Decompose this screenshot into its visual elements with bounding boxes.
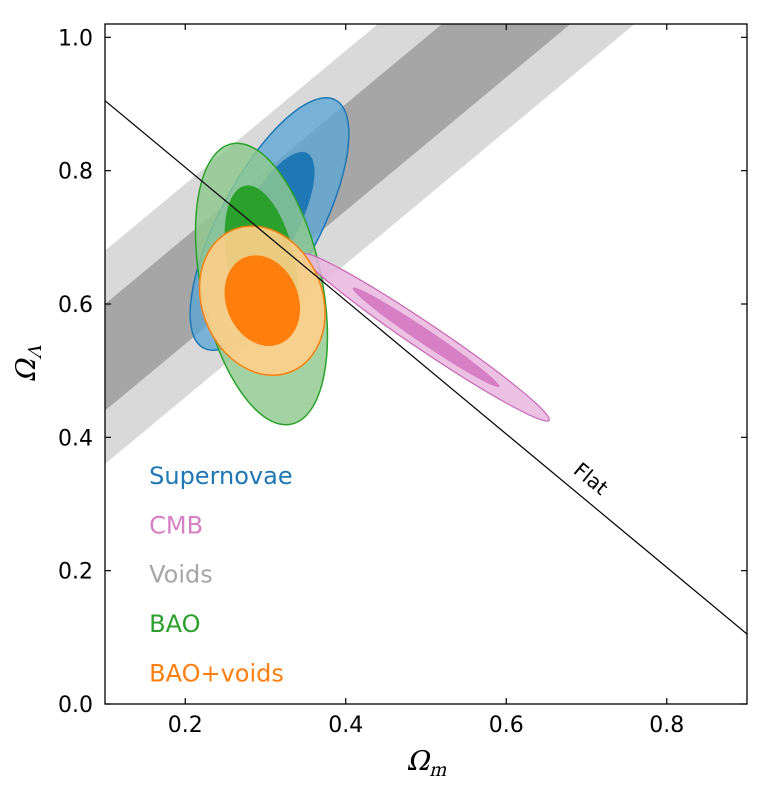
legend-item-label: CMB: [149, 511, 203, 539]
legend-item-label: BAO: [149, 610, 200, 638]
y-tick-label: 0.4: [58, 426, 93, 451]
y-tick-label: 1.0: [58, 26, 93, 51]
x-tick-label: 0.4: [328, 713, 363, 738]
x-tick-label: 0.6: [489, 713, 524, 738]
x-tick-label: 0.2: [168, 713, 203, 738]
legend-item-label: Supernovae: [149, 462, 292, 490]
x-tick-label: 0.8: [649, 713, 684, 738]
y-tick-label: 0.6: [58, 293, 93, 318]
y-tick-label: 0.0: [58, 693, 93, 718]
y-tick-label: 0.8: [58, 160, 93, 185]
cosmology-constraints-chart: Flat 0.20.40.60.8 0.00.20.40.60.81.0 Ωm …: [0, 0, 777, 800]
y-tick-label: 0.2: [58, 560, 93, 585]
legend-item-label: Voids: [149, 561, 213, 589]
y-axis-label: ΩΛ: [13, 344, 46, 382]
legend-item-label: BAO+voids: [149, 659, 284, 687]
x-axis-label: Ωm: [406, 748, 447, 781]
